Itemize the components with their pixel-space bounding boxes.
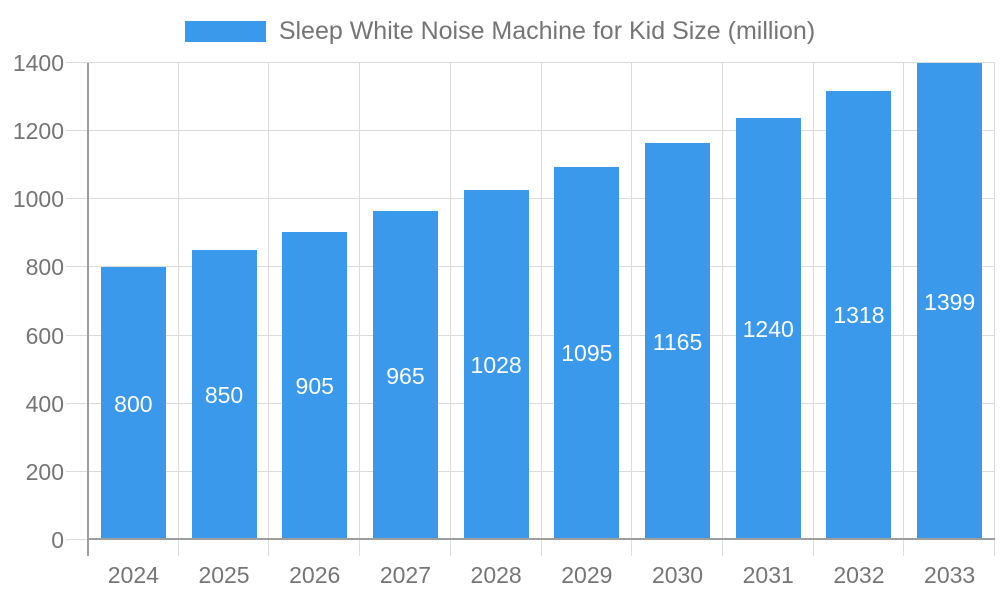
bar: [826, 90, 892, 540]
x-axis-tick-label: 2033: [924, 562, 976, 588]
bar: [282, 231, 348, 540]
bar-value-label: 1028: [470, 351, 522, 378]
y-axis-tick: [66, 470, 88, 472]
bar-value-label: 1165: [652, 328, 703, 355]
y-axis-tick: [66, 539, 88, 540]
x-axis-tick-label: 2026: [289, 562, 341, 588]
bar: [645, 143, 711, 540]
y-gridline: [88, 198, 995, 200]
y-gridline: [88, 334, 995, 336]
y-gridline: [88, 62, 995, 63]
x-gridline: [994, 63, 995, 556]
chart-title: Sleep White Noise Machine for Kid Size (…: [278, 17, 816, 45]
x-axis-tick-label: 2027: [379, 562, 432, 588]
bar: [372, 211, 438, 540]
x-gridline: [359, 63, 361, 556]
legend-swatch: [184, 20, 266, 42]
bar-value-label: 800: [114, 390, 153, 417]
x-gridline: [721, 63, 723, 556]
x-gridline: [268, 63, 270, 556]
x-axis-tick-label: 2032: [833, 562, 885, 588]
bar-value-label: 1095: [561, 340, 613, 367]
bar-value-label: 905: [295, 372, 334, 399]
bar: [463, 189, 529, 540]
x-gridline: [449, 63, 451, 556]
y-axis-tick: [66, 198, 88, 200]
y-axis-tick: [66, 130, 88, 132]
y-gridline: [88, 266, 995, 268]
bar: [100, 267, 166, 540]
bar-value-label: 965: [386, 362, 425, 389]
y-gridline: [88, 130, 995, 132]
y-axis-tick: [66, 266, 88, 268]
bar: [735, 117, 801, 540]
x-axis-tick-label: 2025: [198, 562, 250, 588]
plot-area: 0 200 400 600 800 1000 1200 1400 800 2024 850 2025 9…: [13, 50, 995, 588]
y-axis-tick: [66, 62, 88, 63]
x-axis-line: [88, 538, 995, 540]
bar-value-label: 1399: [924, 288, 976, 315]
x-gridline: [540, 63, 542, 556]
x-gridline: [631, 63, 633, 556]
bar: [917, 63, 983, 540]
bar-value-label: 850: [204, 382, 244, 409]
bar: [554, 166, 620, 540]
y-axis-tick-label: 1200: [12, 118, 64, 145]
x-axis-tick-label: 2028: [470, 562, 522, 588]
x-gridline: [903, 63, 905, 556]
y-axis-tick-label: 600: [25, 322, 64, 349]
y-gridline: [88, 470, 995, 472]
y-axis-line: [87, 63, 89, 556]
y-axis-tick-label: 1000: [12, 186, 64, 213]
x-gridline: [177, 63, 179, 556]
y-gridline: [88, 402, 995, 404]
x-gridline: [812, 63, 814, 556]
y-axis-tick-label: 0: [51, 527, 64, 553]
y-axis-tick-label: 400: [25, 390, 64, 417]
y-axis-tick: [66, 334, 88, 336]
chart-legend: Sleep White Noise Machine for Kid Size (…: [0, 16, 1000, 46]
x-axis-tick-label: 2031: [742, 562, 794, 588]
y-axis-tick-label: 200: [25, 458, 64, 485]
bar: [191, 250, 257, 540]
bar-value-label: 1240: [742, 315, 794, 342]
x-axis-tick-label: 2030: [651, 562, 704, 588]
y-axis-tick-label: 800: [25, 254, 64, 281]
bar-value-label: 1318: [833, 302, 885, 329]
x-axis-tick-label: 2024: [107, 562, 159, 588]
y-axis-tick-label: 1400: [12, 50, 64, 76]
x-axis-tick-label: 2029: [561, 562, 613, 588]
y-axis-tick: [66, 402, 88, 404]
